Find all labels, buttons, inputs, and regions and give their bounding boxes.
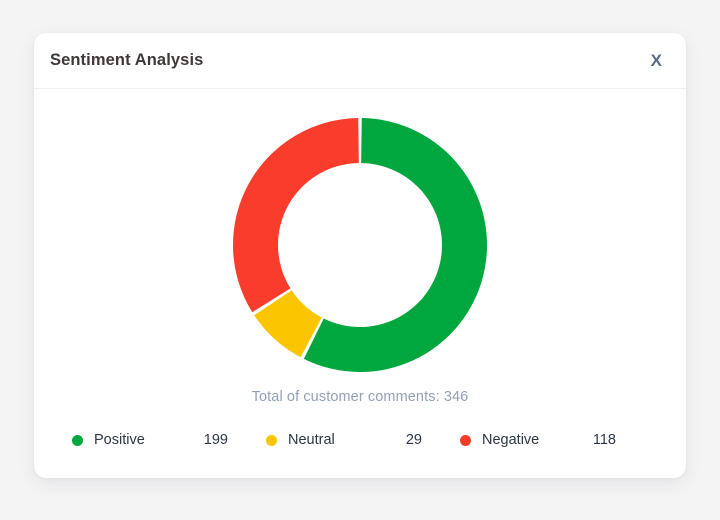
legend-color-dot — [266, 434, 277, 446]
legend-item-label: Positive — [94, 432, 145, 448]
donut-segment-neutral[interactable] — [254, 290, 322, 358]
legend-item-label: Neutral — [288, 432, 335, 448]
chart-body: Total of customer comments: 346 Positive… — [34, 89, 686, 478]
legend-item-positive[interactable]: Positive 199 — [72, 432, 266, 448]
legend-item-label: Negative — [482, 432, 540, 448]
donut-chart-svg — [233, 118, 488, 372]
donut-segment-positive[interactable] — [303, 118, 488, 372]
chart-legend: Positive 199 Neutral 29 Negative 118 — [34, 426, 686, 454]
legend-item-neutral[interactable]: Neutral 29 — [266, 432, 460, 448]
legend-color-dot — [72, 434, 83, 446]
total-comments-label: Total of customer comments: 346 — [251, 389, 469, 405]
legend-item-negative[interactable]: Negative 118 — [460, 432, 654, 448]
donut-segment-negative[interactable] — [233, 118, 359, 313]
legend-item-value: 29 — [405, 432, 422, 448]
donut-chart — [34, 89, 686, 401]
card-header: Sentiment Analysis X — [34, 33, 686, 89]
close-icon[interactable]: X — [645, 49, 668, 72]
legend-item-value: 118 — [592, 432, 616, 448]
sentiment-analysis-card: Sentiment Analysis X Total of customer c… — [34, 33, 686, 478]
legend-color-dot — [460, 434, 471, 446]
page-title: Sentiment Analysis — [50, 51, 204, 69]
legend-item-value: 199 — [203, 432, 228, 448]
